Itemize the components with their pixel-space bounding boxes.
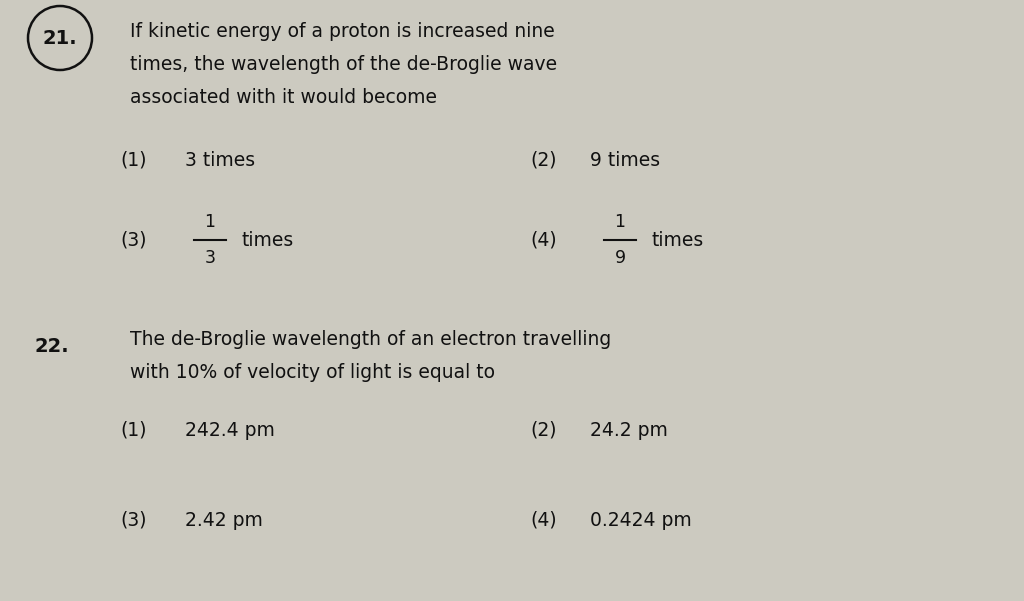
Text: If kinetic energy of a proton is increased nine: If kinetic energy of a proton is increas… xyxy=(130,22,555,41)
Text: (2): (2) xyxy=(530,421,556,439)
Text: 24.2 pm: 24.2 pm xyxy=(590,421,668,439)
Text: 2.42 pm: 2.42 pm xyxy=(185,510,263,529)
Text: The de-Broglie wavelength of an electron travelling: The de-Broglie wavelength of an electron… xyxy=(130,330,611,349)
Text: (4): (4) xyxy=(530,510,557,529)
Text: times: times xyxy=(652,231,705,249)
Text: associated with it would become: associated with it would become xyxy=(130,88,437,107)
Text: times: times xyxy=(242,231,294,249)
Text: 3 times: 3 times xyxy=(185,150,255,169)
Text: (4): (4) xyxy=(530,231,557,249)
Text: 22.: 22. xyxy=(35,337,70,356)
Text: 1: 1 xyxy=(614,213,626,231)
Text: 9 times: 9 times xyxy=(590,150,660,169)
Text: 1: 1 xyxy=(205,213,215,231)
Text: 9: 9 xyxy=(614,249,626,267)
Text: times, the wavelength of the de-Broglie wave: times, the wavelength of the de-Broglie … xyxy=(130,55,557,74)
Text: 21.: 21. xyxy=(43,28,78,47)
Text: (1): (1) xyxy=(120,150,146,169)
Text: (1): (1) xyxy=(120,421,146,439)
Text: 242.4 pm: 242.4 pm xyxy=(185,421,274,439)
Text: (3): (3) xyxy=(120,510,146,529)
Text: (2): (2) xyxy=(530,150,556,169)
Text: 3: 3 xyxy=(205,249,215,267)
Text: 0.2424 pm: 0.2424 pm xyxy=(590,510,692,529)
Text: (3): (3) xyxy=(120,231,146,249)
Text: with 10% of velocity of light is equal to: with 10% of velocity of light is equal t… xyxy=(130,363,495,382)
